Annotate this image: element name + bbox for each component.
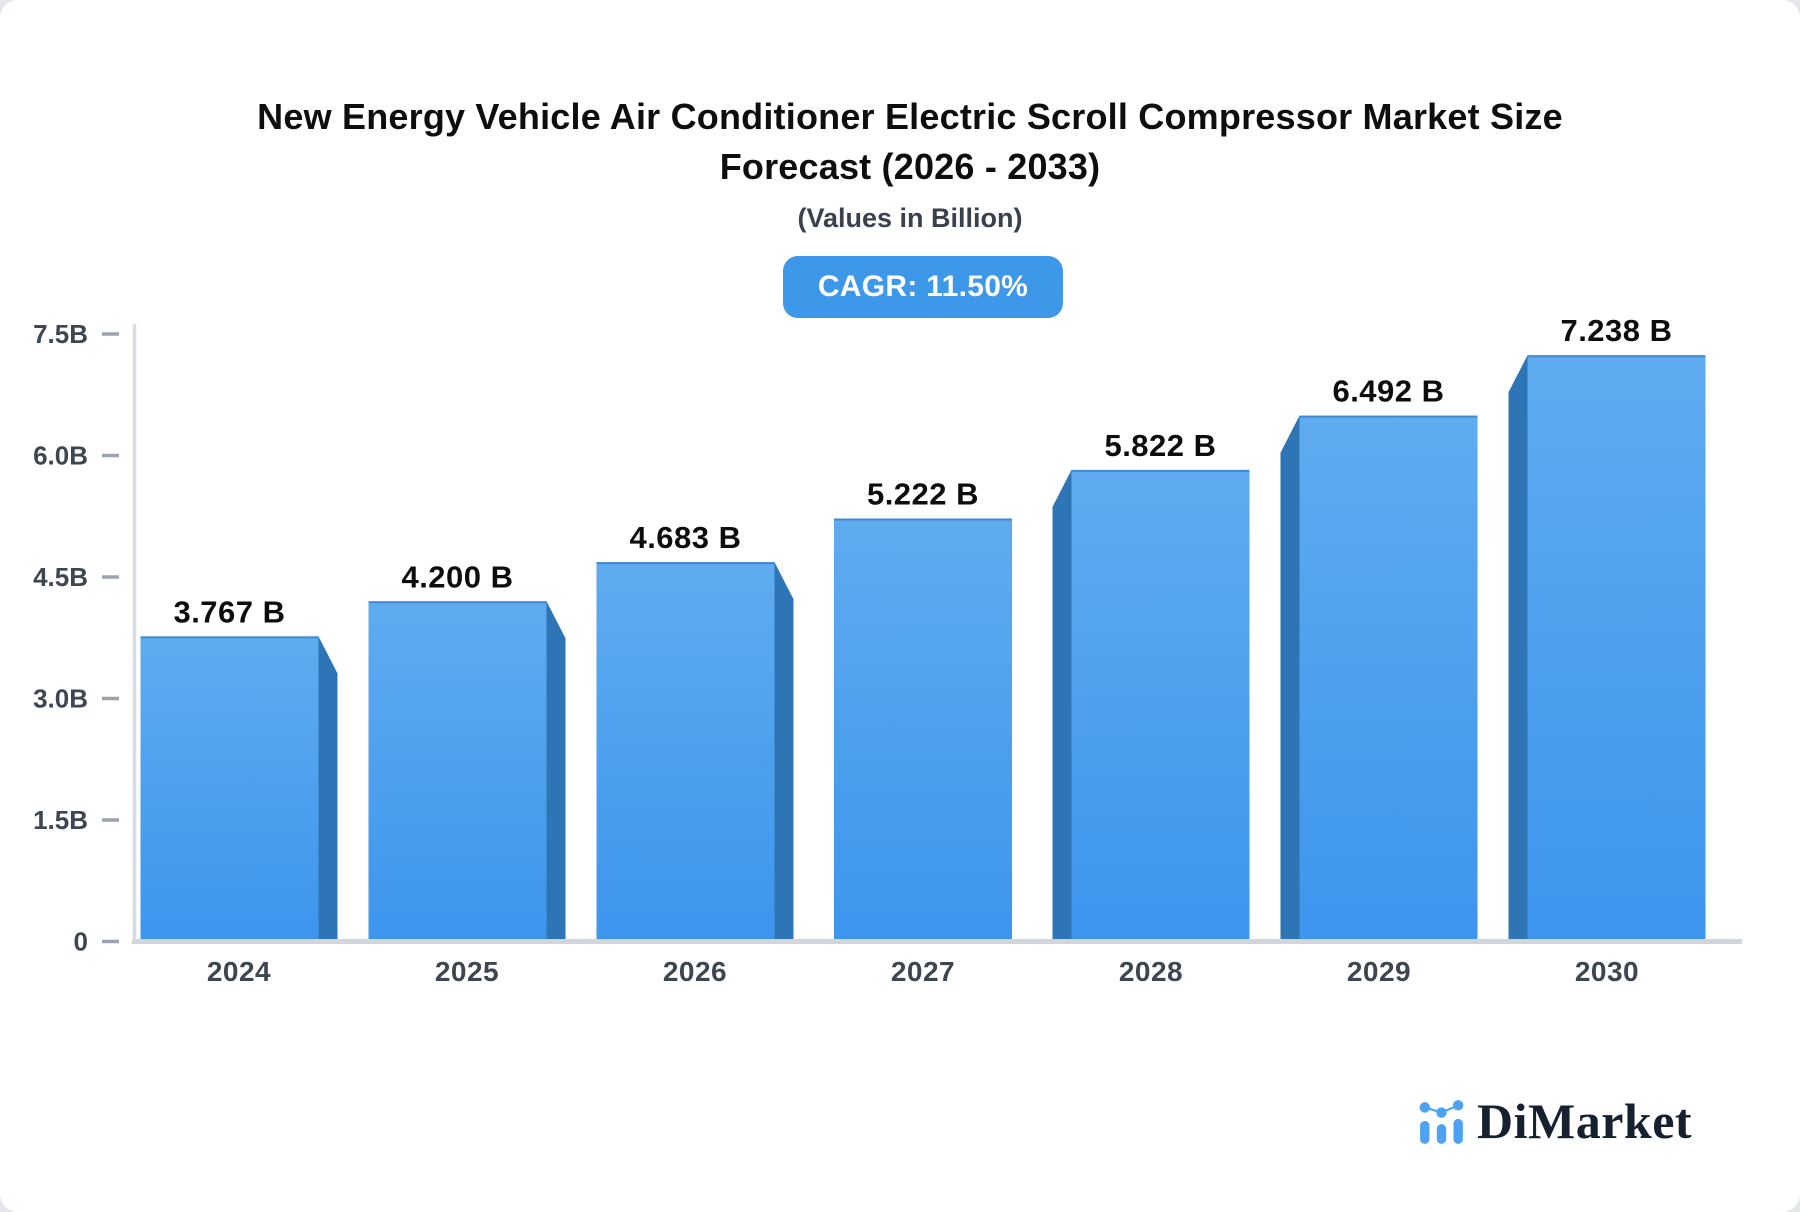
- y-tick-label: 3.0B: [33, 684, 88, 714]
- bar-front-face[interactable]: [1527, 355, 1706, 942]
- y-tick-label: 0: [74, 927, 88, 957]
- chart-title-line2: Forecast (2026 - 2033): [719, 146, 1101, 188]
- brand-name: DiMarket: [1477, 1093, 1693, 1149]
- x-axis-label: 2027: [891, 956, 955, 987]
- y-tick-label: 7.5B: [33, 319, 88, 349]
- bar-group[interactable]: 5.822 B 2028: [1052, 428, 1250, 987]
- bar-side-face[interactable]: [318, 636, 338, 942]
- chart-title-line1: New Energy Vehicle Air Conditioner Elect…: [257, 96, 1563, 137]
- bar-side-face[interactable]: [546, 601, 566, 942]
- x-axis-label: 2026: [663, 956, 727, 987]
- bar-value-label: 4.200 B: [401, 559, 513, 594]
- cagr-badge: CAGR: 11.50%: [783, 256, 1063, 318]
- bar-group[interactable]: 3.767 B 2024: [140, 594, 338, 987]
- bar-value-label: 5.822 B: [1104, 428, 1216, 463]
- bar-value-label: 4.683 B: [629, 520, 741, 555]
- bar-side-face[interactable]: [1052, 469, 1072, 942]
- y-tick-label: 6.0B: [33, 441, 88, 471]
- y-tick-label: 4.5B: [33, 562, 88, 592]
- chart-header: New Energy Vehicle Air Conditioner Elect…: [190, 92, 1630, 234]
- bar-group[interactable]: 4.683 B 2026: [596, 520, 794, 987]
- bar-side-face[interactable]: [1280, 415, 1300, 942]
- bar-front-face[interactable]: [140, 636, 319, 942]
- y-tick-label: 1.5B: [33, 805, 88, 835]
- bar-group[interactable]: 6.492 B 2029: [1280, 374, 1478, 987]
- bar-front-face[interactable]: [834, 518, 1012, 942]
- x-axis-label: 2025: [435, 956, 499, 987]
- bar-group[interactable]: 7.238 B 2030: [1508, 313, 1706, 987]
- bar-group[interactable]: 4.200 B 2025: [368, 559, 566, 987]
- bar-value-label: 3.767 B: [173, 594, 285, 629]
- bar-value-label: 6.492 B: [1332, 374, 1444, 409]
- bar-value-label: 7.238 B: [1560, 313, 1672, 348]
- x-axis-label: 2029: [1347, 956, 1411, 987]
- dimarket-logo-icon: [1419, 1100, 1464, 1144]
- x-axis-label: 2030: [1575, 956, 1639, 987]
- bar-front-face[interactable]: [1299, 415, 1478, 942]
- bar-side-face[interactable]: [1508, 355, 1528, 942]
- bar-side-face[interactable]: [774, 562, 794, 942]
- bar-value-label: 5.222 B: [867, 477, 979, 512]
- cagr-badge-label: CAGR: 11.50%: [817, 270, 1029, 303]
- bar-front-face[interactable]: [596, 562, 775, 942]
- chart-subtitle: (Values in Billion): [797, 202, 1023, 233]
- brand-logo: DiMarket: [1418, 1096, 1692, 1146]
- chart-title: New Energy Vehicle Air Conditioner Elect…: [190, 92, 1630, 193]
- bar-front-face[interactable]: [1071, 469, 1250, 942]
- x-axis-label: 2024: [207, 956, 271, 987]
- x-axis-label: 2028: [1119, 956, 1183, 987]
- bar-front-face[interactable]: [368, 601, 547, 942]
- bar-group[interactable]: 5.222 B 2027: [834, 477, 1012, 987]
